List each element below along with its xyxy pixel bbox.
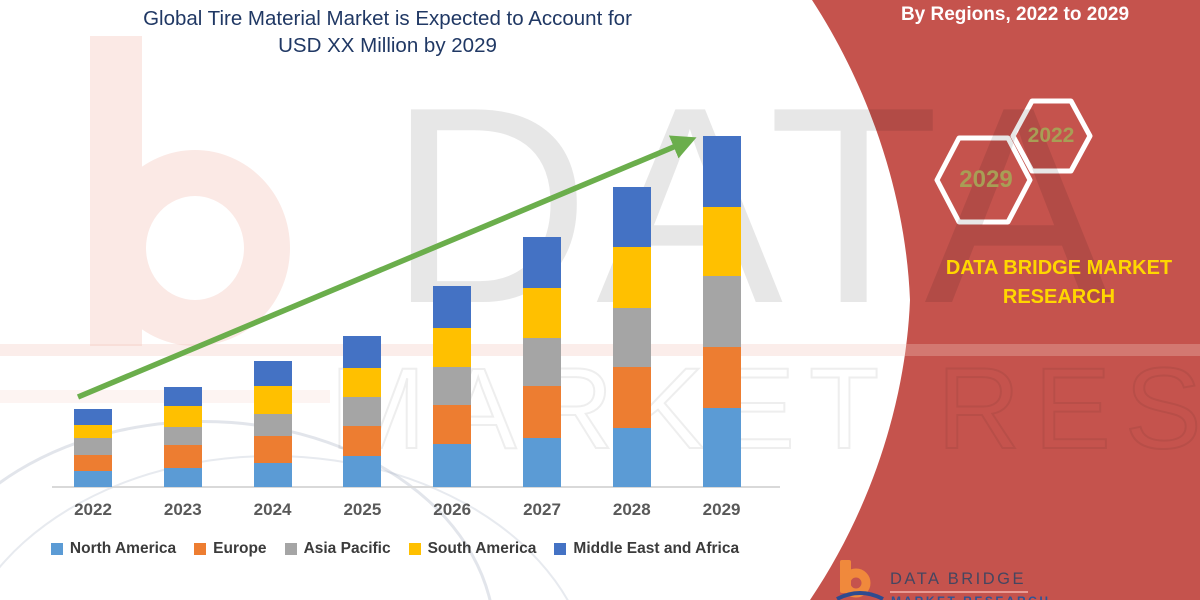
bar-segment-europe bbox=[433, 405, 472, 444]
x-axis-label-2025: 2025 bbox=[343, 500, 382, 519]
x-axis-labels: 2022 2023 2024 2025 2026 2027 2028 2029 bbox=[55, 500, 778, 522]
legend-swatch-middle-east-and-africa bbox=[554, 543, 567, 555]
data-bridge-logo-icon bbox=[836, 560, 884, 600]
bar-segment-europe bbox=[163, 445, 202, 468]
bar-segment-south-america bbox=[343, 368, 382, 397]
bar-segment-europe bbox=[343, 426, 382, 456]
bar-segment-asia-pacific bbox=[433, 367, 472, 405]
legend-swatch-north-america bbox=[50, 543, 63, 555]
bar-segment-north-america bbox=[253, 463, 292, 487]
bar-segment-europe bbox=[74, 455, 112, 471]
bar-segment-middle-east-and-africa bbox=[253, 361, 292, 386]
legend-label-asia-pacific: Asia Pacific bbox=[303, 540, 391, 557]
bar-segment-middle-east-and-africa bbox=[343, 336, 382, 368]
bar-segment-south-america bbox=[74, 425, 112, 438]
bar-segment-north-america bbox=[433, 444, 472, 487]
bar-segment-north-america bbox=[74, 471, 112, 487]
hexagon-2029-outline bbox=[934, 135, 1033, 225]
legend-label-europe: Europe bbox=[213, 540, 267, 557]
x-axis-line bbox=[52, 486, 780, 488]
legend-swatch-south-america bbox=[408, 543, 421, 555]
bar-plot bbox=[55, 107, 778, 487]
footer-logo-subtext: MARKET RESEARCH bbox=[891, 594, 1051, 600]
bar-2026 bbox=[433, 286, 472, 487]
right-panel-heading: By Regions, 2022 to 2029 bbox=[900, 4, 1130, 25]
x-axis-label-2024: 2024 bbox=[253, 500, 292, 519]
bar-segment-asia-pacific bbox=[253, 414, 292, 436]
bar-segment-middle-east-and-africa bbox=[74, 409, 112, 425]
bar-segment-north-america bbox=[612, 428, 651, 487]
legend-item-south-america: South America bbox=[408, 540, 537, 558]
legend-item-north-america: North America bbox=[50, 540, 177, 558]
x-axis-label-2022: 2022 bbox=[74, 500, 112, 519]
bar-segment-north-america bbox=[702, 408, 741, 487]
x-axis-label-2026: 2026 bbox=[433, 500, 472, 519]
bar-segment-middle-east-and-africa bbox=[433, 286, 472, 328]
bar-2029 bbox=[702, 136, 741, 487]
bar-2022 bbox=[74, 409, 112, 487]
bar-segment-middle-east-and-africa bbox=[612, 187, 651, 247]
x-axis-label-2027: 2027 bbox=[523, 500, 561, 519]
bar-segment-europe bbox=[612, 367, 651, 428]
bar-segment-middle-east-and-africa bbox=[523, 237, 561, 288]
bar-segment-north-america bbox=[163, 468, 202, 487]
bar-segment-middle-east-and-africa bbox=[702, 136, 741, 207]
chart-legend: North America Europe Asia Pacific South Ame… bbox=[5, 540, 785, 558]
bar-segment-south-america bbox=[523, 288, 561, 338]
x-axis-label-2023: 2023 bbox=[163, 500, 202, 519]
hexagon-2022-label: 2022 bbox=[1027, 124, 1075, 147]
hexagon-2029-label: 2029 bbox=[959, 166, 1013, 193]
legend-item-asia-pacific: Asia Pacific bbox=[284, 540, 391, 558]
x-axis-label-2029: 2029 bbox=[702, 500, 741, 519]
bar-segment-south-america bbox=[433, 328, 472, 367]
legend-label-middle-east-and-africa: Middle East and Africa bbox=[573, 540, 740, 557]
bar-segment-south-america bbox=[253, 386, 292, 414]
footer-logo-name: DATA BRIDGE bbox=[890, 570, 1026, 588]
bar-segment-north-america bbox=[523, 438, 561, 487]
bar-segment-europe bbox=[523, 386, 561, 438]
bar-2024 bbox=[253, 361, 292, 487]
bar-segment-asia-pacific bbox=[612, 308, 651, 367]
bar-segment-asia-pacific bbox=[163, 427, 202, 445]
hexagon-2022-outline bbox=[1010, 98, 1093, 174]
bar-segment-europe bbox=[253, 436, 292, 463]
legend-label-south-america: South America bbox=[427, 540, 537, 557]
bar-segment-asia-pacific bbox=[702, 276, 741, 347]
bar-segment-north-america bbox=[343, 456, 382, 487]
legend-item-middle-east-and-africa: Middle East and Africa bbox=[554, 540, 739, 558]
bar-segment-asia-pacific bbox=[343, 397, 382, 426]
bar-segment-europe bbox=[702, 347, 741, 408]
bar-2028 bbox=[612, 187, 651, 487]
page-title-line1: Global Tire Material Market is Expected … bbox=[143, 7, 632, 30]
bar-segment-south-america bbox=[612, 247, 651, 308]
bar-segment-asia-pacific bbox=[523, 338, 561, 386]
legend-swatch-europe bbox=[194, 543, 207, 555]
bar-2025 bbox=[343, 336, 382, 487]
x-axis-label-2028: 2028 bbox=[612, 500, 651, 519]
bar-segment-south-america bbox=[163, 406, 202, 427]
footer-logo-underline bbox=[890, 591, 1028, 593]
bar-segment-south-america bbox=[702, 207, 741, 276]
bar-segment-middle-east-and-africa bbox=[163, 387, 202, 406]
page-title: Global Tire Material Market is Expected … bbox=[55, 5, 720, 59]
legend-item-europe: Europe bbox=[194, 540, 267, 558]
brand-name-text: DATA BRIDGE MARKET RESEARCH bbox=[945, 257, 1173, 308]
bar-2023 bbox=[163, 387, 202, 487]
bar-segment-asia-pacific bbox=[74, 438, 112, 455]
bar-2027 bbox=[523, 237, 561, 487]
legend-label-north-america: North America bbox=[69, 540, 177, 557]
red-panel-shape bbox=[810, 0, 1200, 600]
page-title-line2: USD XX Million by 2029 bbox=[278, 34, 497, 57]
legend-swatch-asia-pacific bbox=[284, 543, 297, 555]
